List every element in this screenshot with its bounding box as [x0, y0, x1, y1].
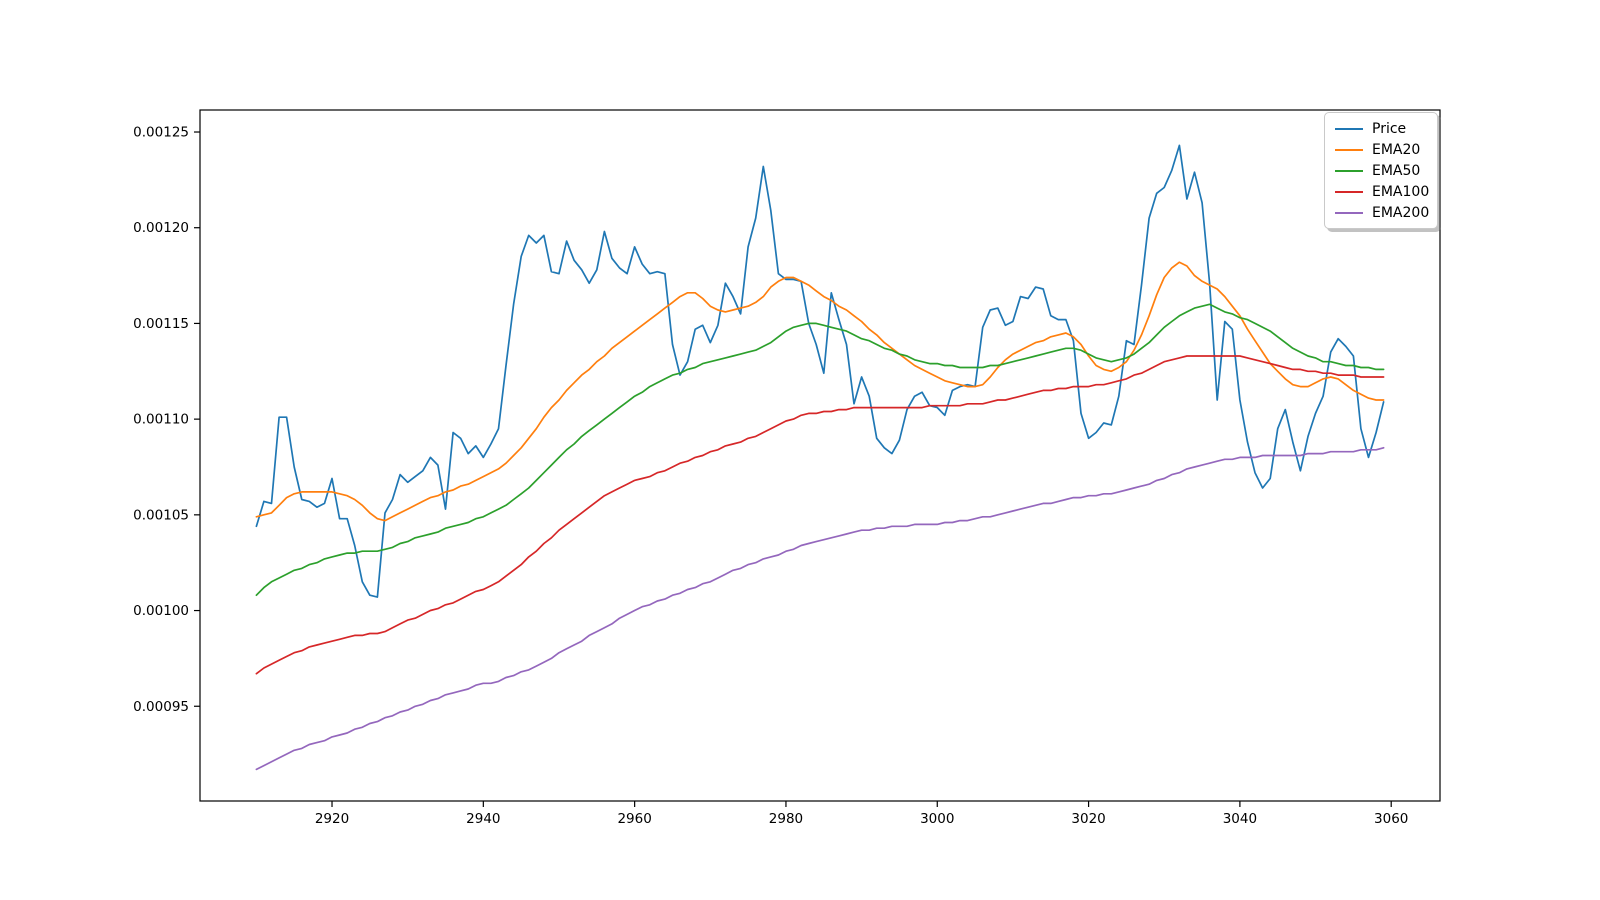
y-tick-label: 0.00095 — [133, 699, 189, 715]
ema100-line — [255, 355, 1385, 675]
legend-label-price: Price — [1372, 120, 1407, 137]
legend-label-ema50: EMA50 — [1372, 162, 1421, 179]
x-tick-label: 2980 — [769, 811, 803, 827]
ema50-line-swatch-icon — [1335, 169, 1363, 172]
legend-item-ema20: EMA20 — [1335, 139, 1427, 160]
legend-item-ema200: EMA200 — [1335, 202, 1430, 223]
y-tick-label: 0.00100 — [133, 603, 189, 619]
price-line — [255, 144, 1385, 598]
x-tick-label: 2920 — [315, 811, 349, 827]
y-tick-label: 0.00115 — [133, 316, 189, 332]
ema20-line-swatch-icon — [1335, 148, 1363, 151]
ema200-line — [255, 446, 1385, 771]
y-tick-label: 0.00125 — [133, 125, 189, 141]
legend-label-ema20: EMA20 — [1372, 141, 1421, 158]
legend: Price EMA20 EMA50 EMA100 EMA200 — [1324, 112, 1438, 229]
legend-item-price: Price — [1335, 118, 1427, 139]
ema200-line-swatch-icon — [1335, 211, 1363, 214]
x-tick-label: 2960 — [617, 811, 651, 827]
y-tick-label: 0.00105 — [133, 507, 189, 523]
legend-label-ema200: EMA200 — [1372, 204, 1430, 221]
legend-label-ema100: EMA100 — [1372, 183, 1430, 200]
ema100-line-swatch-icon — [1335, 190, 1363, 193]
x-tick-label: 3040 — [1223, 811, 1257, 827]
x-tick-label: 3060 — [1374, 811, 1408, 827]
price-line-swatch-icon — [1335, 127, 1363, 130]
y-tick-label: 0.00110 — [133, 412, 189, 428]
plot-border — [199, 109, 1441, 802]
legend-item-ema50: EMA50 — [1335, 160, 1427, 181]
x-tick-label: 3000 — [920, 811, 954, 827]
ema20-line — [255, 261, 1385, 522]
y-tick-label: 0.00120 — [133, 220, 189, 236]
x-tick-label: 3020 — [1071, 811, 1105, 827]
ema50-line — [255, 303, 1385, 597]
legend-item-ema100: EMA100 — [1335, 181, 1430, 202]
x-tick-label: 2940 — [466, 811, 500, 827]
